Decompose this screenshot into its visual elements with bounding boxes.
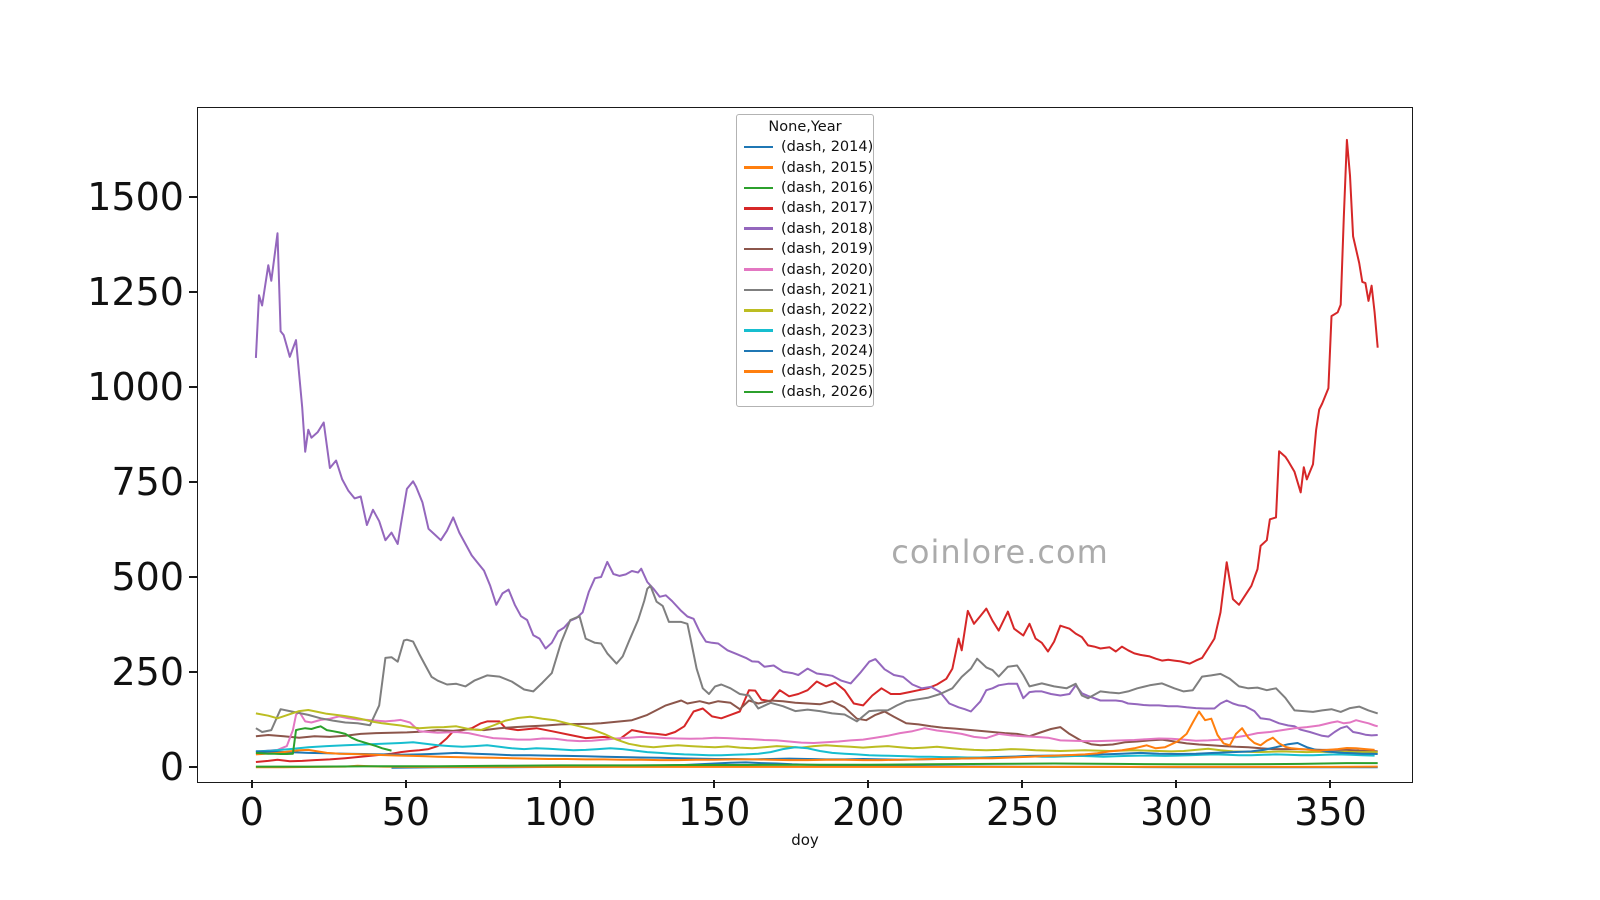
legend-item-2014: (dash, 2014) [737,137,873,157]
legend-label-2026: (dash, 2026) [781,383,874,400]
legend-item-2025: (dash, 2025) [737,361,873,381]
legend-swatch-2020 [744,268,773,271]
x-tickmark [1021,780,1024,788]
legend-swatch-2014 [744,145,773,149]
y-tickmark [189,576,197,579]
x-tickmark [404,780,407,788]
x-axis-tick-label: 100 [523,790,597,834]
legend-label-2020: (dash, 2020) [781,261,874,278]
legend-item-2026: (dash, 2026) [737,382,873,402]
legend: None,Year (dash, 2014) (dash, 2015) (dash,… [736,114,874,408]
x-axis-tick-label: 250 [986,790,1059,834]
legend-swatch-2018 [744,227,773,231]
legend-label-2014: (dash, 2014) [781,139,874,156]
x-axis-tick-label: 350 [1294,790,1367,834]
y-tickmark [189,671,197,674]
x-tickmark [250,780,253,788]
legend-label-2017: (dash, 2017) [781,200,874,217]
y-axis-tick-label: 250 [111,650,184,695]
x-axis-tick-label: 150 [677,790,751,834]
y-tickmark [189,291,197,294]
legend-item-2024: (dash, 2024) [737,341,873,361]
x-tickmark [867,780,870,788]
legend-item-2015: (dash, 2015) [737,157,873,177]
legend-swatch-2026 [744,390,773,394]
legend-label-2024: (dash, 2024) [781,343,874,360]
legend-item-2017: (dash, 2017) [737,198,873,218]
legend-item-2022: (dash, 2022) [737,300,873,320]
y-axis-tick-label: 1000 [87,365,184,410]
legend-label-2022: (dash, 2022) [781,302,874,319]
x-axis-tick-label: 200 [831,790,905,834]
series-line-2021 [255,584,1379,733]
legend-title: None,Year [768,119,842,135]
legend-item-2021: (dash, 2021) [737,280,873,300]
legend-swatch-2023 [744,329,773,332]
legend-items: (dash, 2014) (dash, 2015) (dash, 2016) (das… [737,137,873,402]
series-line-2025 [255,710,1375,762]
legend-swatch-2015 [744,166,773,169]
y-axis-tick-label: 500 [111,555,184,600]
legend-swatch-2019 [744,247,773,251]
legend-label-2015: (dash, 2015) [781,159,874,176]
legend-label-2019: (dash, 2019) [781,241,874,258]
plot-area: None,Year (dash, 2014) (dash, 2015) (dash,… [197,107,1413,783]
legend-item-2016: (dash, 2016) [737,178,873,198]
x-axis-tick-label: 300 [1140,790,1213,834]
x-tickmark [1175,780,1178,788]
legend-label-2021: (dash, 2021) [781,281,874,298]
series-line-2023 [255,741,1375,759]
x-tickmark [1329,780,1332,788]
legend-swatch-2025 [744,370,773,373]
legend-item-2020: (dash, 2020) [737,259,873,279]
y-axis-tick-label: 0 [159,745,184,790]
x-axis-label: doy [791,831,819,849]
series-line-2020 [255,710,1378,754]
legend-item-2023: (dash, 2023) [737,321,873,341]
y-axis-tick-label: 750 [111,460,184,505]
plot-svg [254,138,1379,769]
y-tickmark [189,481,197,484]
y-axis-tick-label: 1500 [87,175,184,220]
x-axis-tick-label: 50 [381,790,431,834]
legend-swatch-2024 [744,349,773,353]
series-line-2026 [255,725,392,755]
legend-item-2019: (dash, 2019) [737,239,873,259]
legend-label-2025: (dash, 2025) [781,363,874,380]
y-tickmark [189,766,197,769]
legend-swatch-2016 [744,186,773,190]
watermark: coinlore.com [891,533,1109,571]
y-tickmark [189,196,197,199]
y-axis-tick-label: 1250 [87,270,184,315]
y-tickmark [189,386,197,389]
x-axis-tick-label: 0 [239,790,264,834]
legend-item-2018: (dash, 2018) [737,219,873,239]
series-line-2017 [255,138,1379,763]
legend-swatch-2021 [744,288,773,292]
legend-label-2023: (dash, 2023) [781,322,874,339]
x-tickmark [559,780,562,788]
series-line-2016 [255,762,1378,768]
legend-label-2016: (dash, 2016) [781,179,874,196]
x-tickmark [713,780,716,788]
legend-label-2018: (dash, 2018) [781,220,874,237]
legend-swatch-2017 [744,207,773,210]
legend-swatch-2022 [744,309,773,312]
series-line-2018 [254,232,1378,738]
